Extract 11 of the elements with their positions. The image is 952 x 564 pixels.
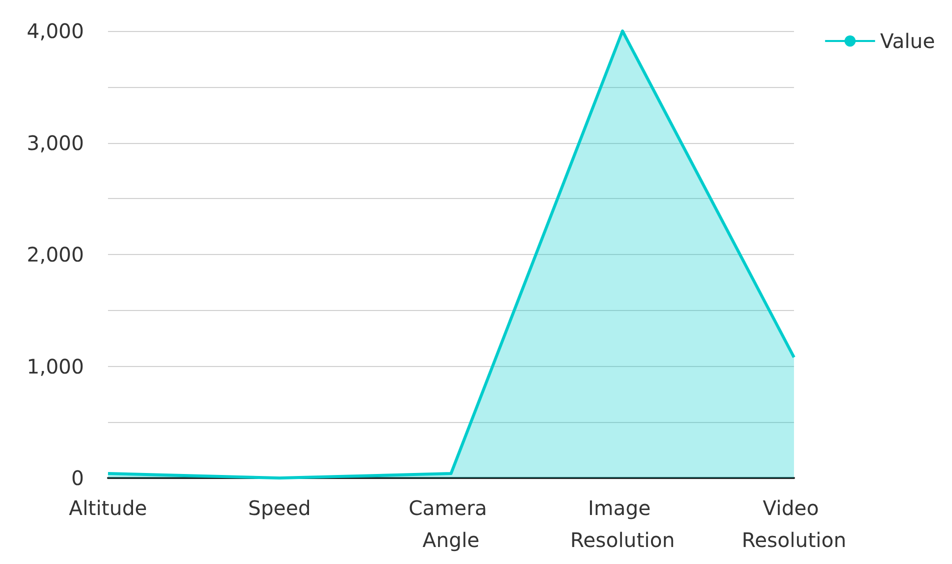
legend-label: Value [880, 29, 935, 53]
y-tick-label: 4,000 [26, 19, 84, 43]
y-tick-label: 1,000 [26, 354, 84, 378]
y-tick-label: 0 [71, 466, 84, 490]
x-tick-label: Camera Angle [408, 496, 494, 552]
y-tick-label: 2,000 [26, 242, 84, 266]
x-tick-label: Video Resolution [742, 496, 846, 552]
y-tick-label: 3,000 [26, 130, 84, 155]
x-tick-label: Altitude [68, 496, 148, 520]
x-tick-label: Speed [248, 496, 311, 520]
x-tick-label: Image Resolution [570, 496, 675, 552]
